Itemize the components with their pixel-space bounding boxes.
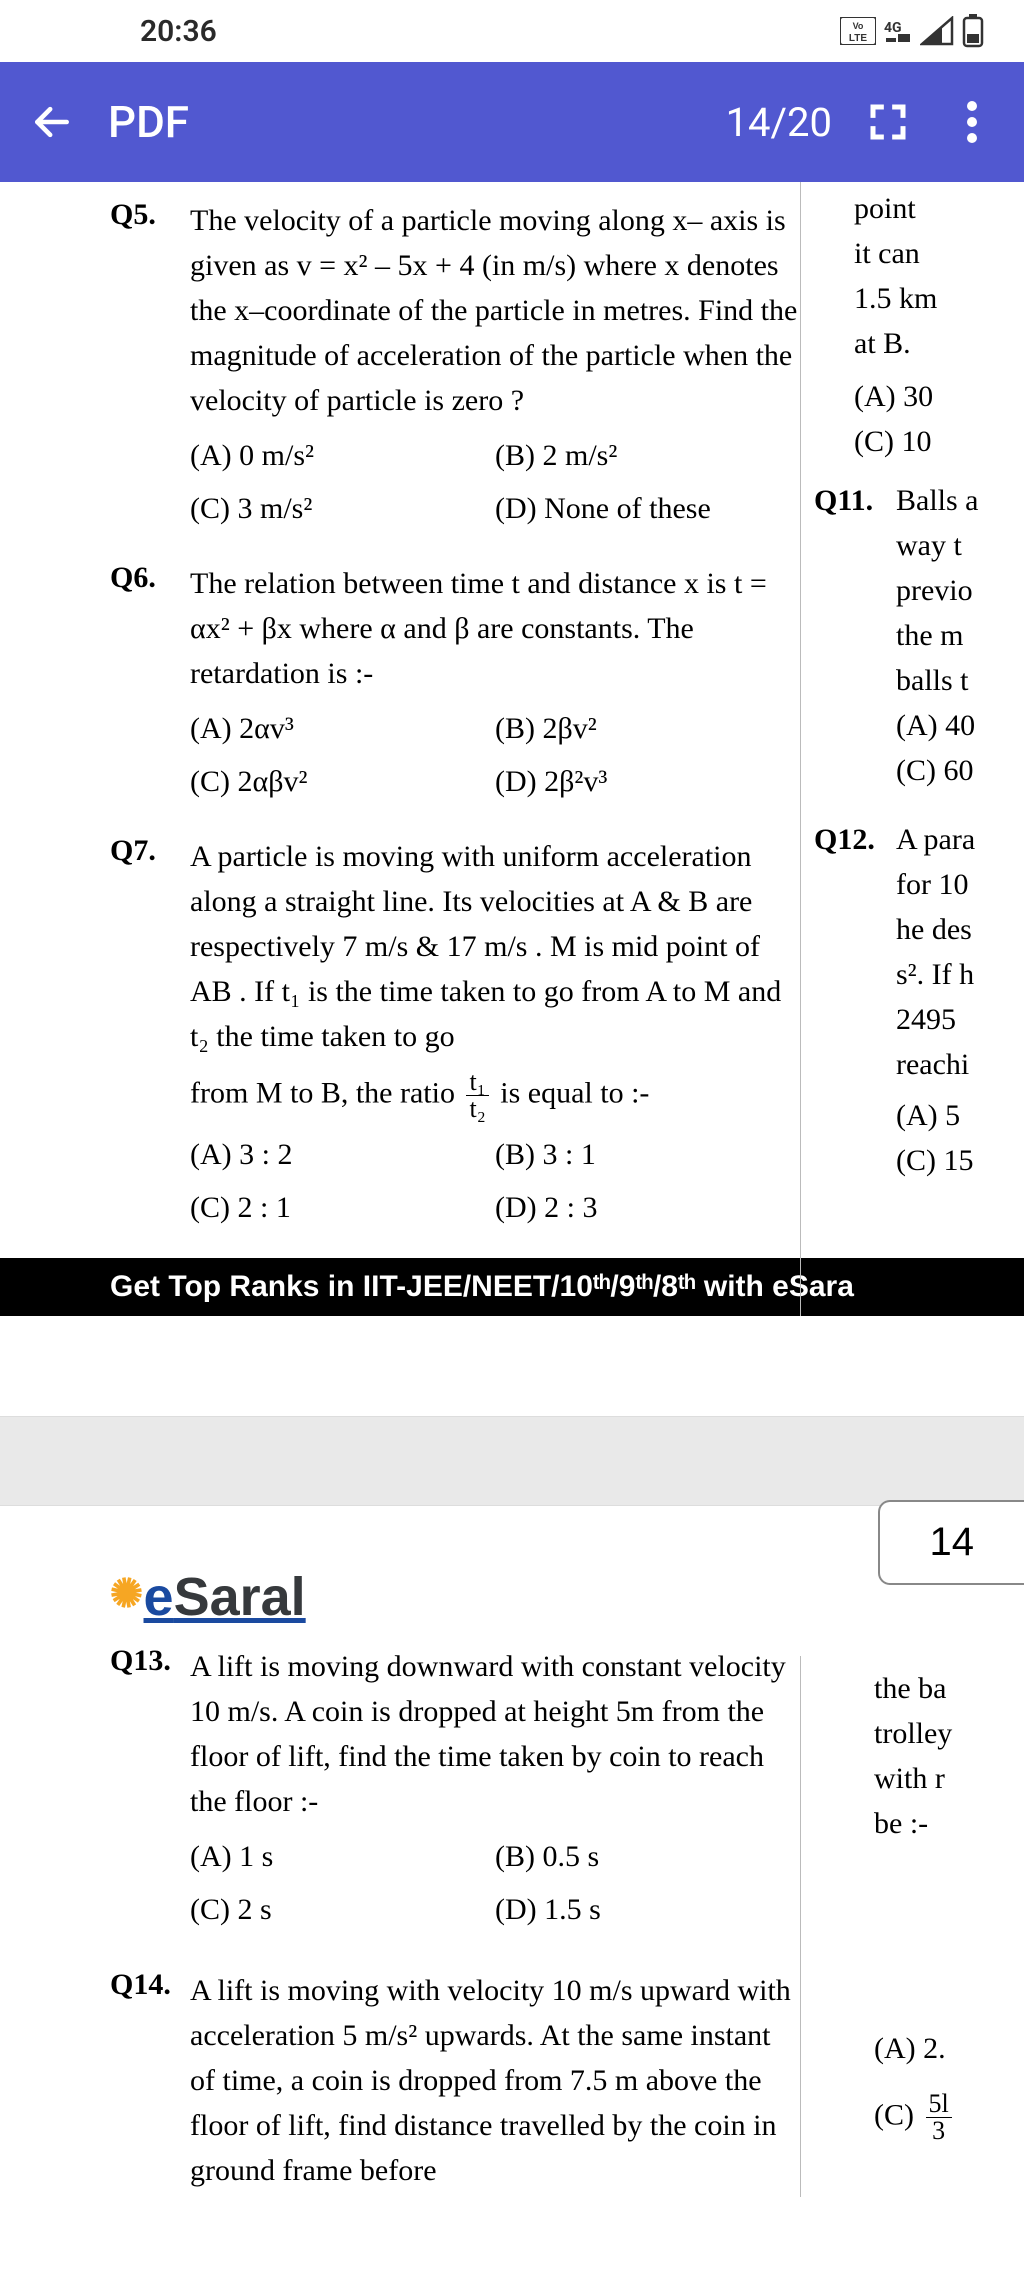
cut-text: it can — [854, 231, 1024, 276]
cut-opt: (C) 60 — [814, 748, 1024, 793]
q5-opt-a: (A) 0 m/s² — [190, 429, 495, 482]
q6-opt-b: (B) 2βv² — [495, 702, 800, 755]
cut-opt: (A) 40 — [814, 703, 1024, 748]
cut-opt: (A) 5 — [814, 1093, 1024, 1138]
q6-text: The relation between time t and distance… — [190, 561, 800, 696]
app-title: PDF — [108, 96, 189, 148]
q5-text: The velocity of a particle moving along … — [190, 198, 800, 423]
network-4g-icon: 4G — [884, 18, 912, 44]
promo-banner: Get Top Ranks in IIT-JEE/NEET/10ᵗʰ/9ᵗʰ/8… — [0, 1258, 1024, 1316]
fullscreen-button[interactable] — [860, 94, 916, 150]
status-time: 20:36 — [140, 14, 217, 49]
arrow-left-icon — [30, 100, 74, 144]
column-divider — [800, 1656, 801, 2197]
cut-text: reachi — [814, 1042, 1024, 1087]
q14-text: A lift is moving with velocity 10 m/s up… — [190, 1968, 800, 2193]
q14-number: Q14. — [110, 1968, 190, 2193]
status-icons: Vo LTE 4G — [840, 14, 984, 48]
cut-text: he des — [814, 907, 1024, 952]
svg-text:LTE: LTE — [849, 33, 867, 44]
cut-text: the ba — [874, 1666, 1024, 1711]
q12-number: Q12. — [814, 817, 896, 862]
cut-text: be :- — [874, 1801, 1024, 1846]
q13-number: Q13. — [110, 1644, 190, 1936]
q13-opt-b: (B) 0.5 s — [495, 1830, 800, 1883]
page-counter: 14/20 — [726, 99, 832, 146]
more-button[interactable] — [944, 94, 1000, 150]
volte-icon: Vo LTE — [840, 17, 876, 45]
cut-opt: (C) 15 — [814, 1138, 1024, 1183]
q6-number: Q6. — [110, 561, 190, 808]
status-bar: 20:36 Vo LTE 4G — [0, 0, 1024, 62]
q5-opt-c: (C) 3 m/s² — [190, 482, 495, 535]
cut-text: point — [854, 186, 1024, 231]
cut-text: 2495 — [814, 997, 1024, 1042]
q5-opt-b: (B) 2 m/s² — [495, 429, 800, 482]
q7-opt-b: (B) 3 : 1 — [495, 1128, 800, 1181]
logo-spark-icon: ✺ — [106, 1568, 147, 1619]
cut-text: with r — [874, 1756, 1024, 1801]
pdf-page-1[interactable]: Q5. The velocity of a particle moving al… — [0, 182, 1024, 2197]
q13-opt-c: (C) 2 s — [190, 1883, 495, 1936]
q5-opt-d: (D) None of these — [495, 482, 800, 535]
right-column-partial-2: the ba trolley with r be :- (A) 2. (C) 5… — [844, 1666, 1024, 2144]
q7-text-1: A particle is moving with uniform accele… — [190, 834, 800, 1059]
cut-opt: (C) 5l3 — [874, 2091, 1024, 2144]
q5-number: Q5. — [110, 198, 190, 535]
right-column-partial: point it can 1.5 km at B. (A) 30 (C) 10 … — [814, 182, 1024, 1191]
more-vert-icon — [966, 100, 978, 144]
cut-text: 1.5 km — [854, 276, 1024, 321]
cut-text: A para — [896, 817, 975, 862]
q11-number: Q11. — [814, 478, 896, 523]
column-divider — [800, 182, 801, 1316]
fullscreen-icon — [868, 102, 908, 142]
q6-opt-c: (C) 2αβv² — [190, 755, 495, 808]
cut-text: way t — [814, 523, 1024, 568]
cut-text: balls t — [814, 658, 1024, 703]
q7-number: Q7. — [110, 834, 190, 1234]
q6-opt-d: (D) 2β²v³ — [495, 755, 800, 808]
cut-text: trolley — [874, 1711, 1024, 1756]
battery-icon — [962, 14, 984, 48]
q7-opt-d: (D) 2 : 3 — [495, 1181, 800, 1234]
q7-opt-c: (C) 2 : 1 — [190, 1181, 495, 1234]
cut-text: s². If h — [814, 952, 1024, 997]
q13-opt-a: (A) 1 s — [190, 1830, 495, 1883]
q13-text: A lift is moving downward with constant … — [190, 1644, 800, 1824]
q7-opt-a: (A) 3 : 2 — [190, 1128, 495, 1181]
q6-opt-a: (A) 2αv³ — [190, 702, 495, 755]
app-bar: PDF 14/20 — [0, 62, 1024, 182]
cut-text: at B. — [854, 321, 1024, 366]
signal-icon — [920, 16, 954, 46]
cut-opt: (A) 2. — [874, 2026, 1024, 2071]
svg-text:Vo: Vo — [853, 21, 864, 31]
cut-text: Balls a — [896, 478, 979, 523]
cut-text: previo — [814, 568, 1024, 613]
esaral-logo: ✺eSaral — [0, 1566, 1024, 1628]
q13-opt-d: (D) 1.5 s — [495, 1883, 800, 1936]
cut-opt: (C) 10 — [854, 419, 1024, 464]
back-button[interactable] — [24, 94, 80, 150]
svg-text:4G: 4G — [884, 20, 902, 36]
q7-text-2: from M to B, the ratio t₁t₂ is equal to … — [190, 1069, 800, 1122]
cut-opt: (A) 30 — [854, 374, 1024, 419]
page-gap — [0, 1416, 1024, 1506]
cut-text: the m — [814, 613, 1024, 658]
cut-text: for 10 — [814, 862, 1024, 907]
page-number-box: 14 — [878, 1500, 1024, 1585]
